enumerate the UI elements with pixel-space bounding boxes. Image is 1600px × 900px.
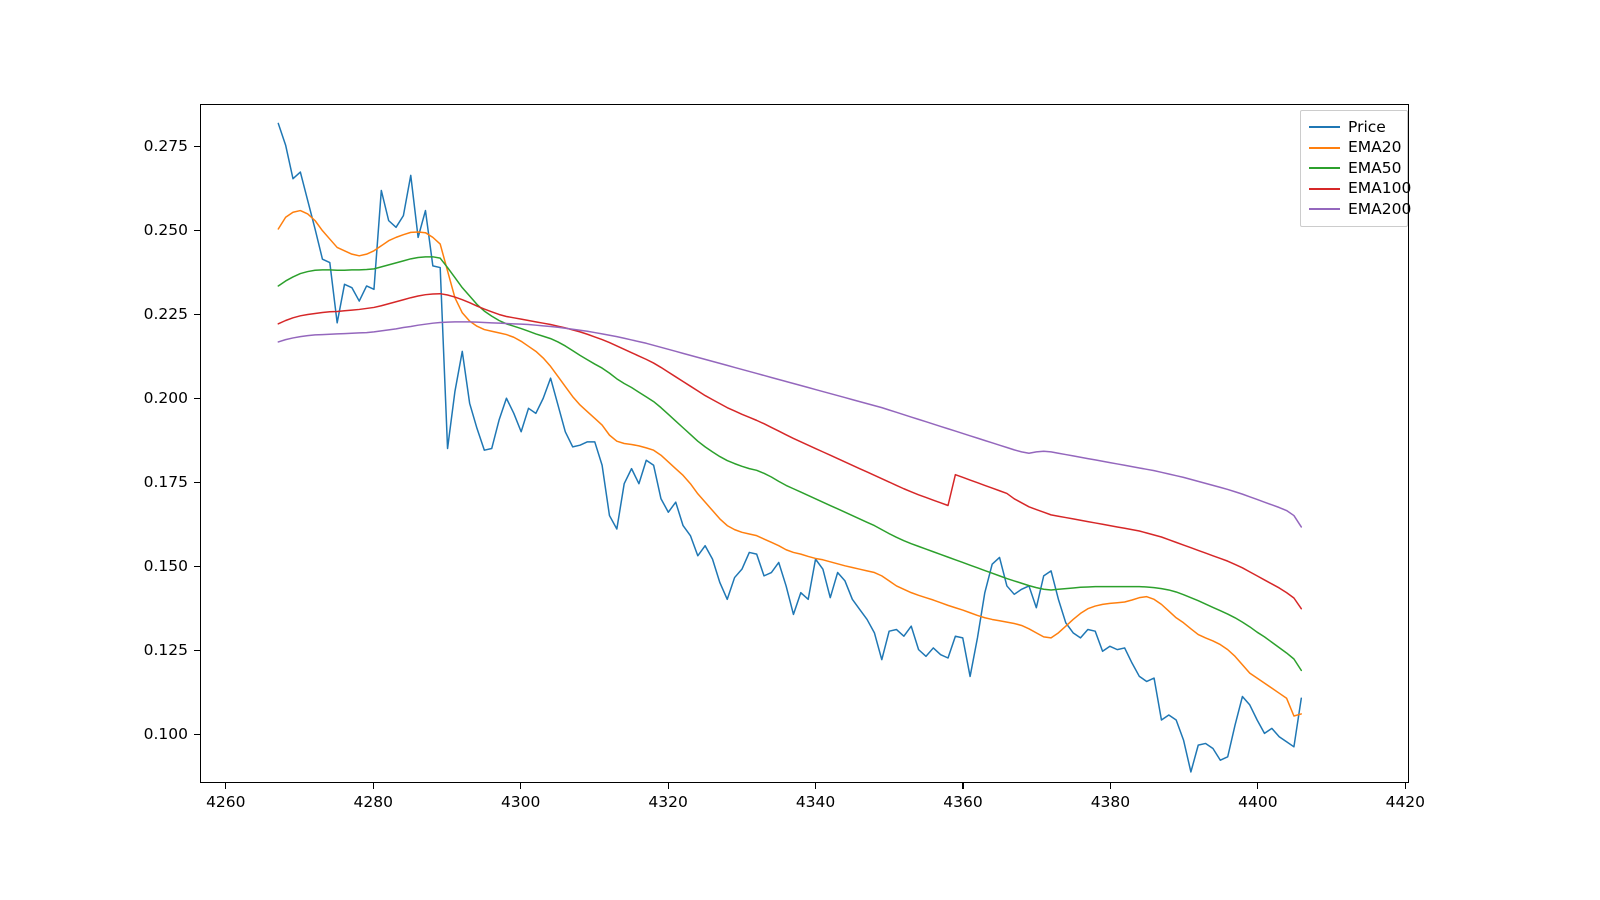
legend-item-ema20: EMA20 xyxy=(1309,138,1402,159)
x-tick-mark xyxy=(667,783,669,789)
y-tick-label: 0.125 xyxy=(143,641,188,660)
legend-color-swatch xyxy=(1309,126,1340,129)
y-tick-label: 0.250 xyxy=(143,221,188,240)
y-tick-mark xyxy=(194,649,200,651)
y-tick-label: 0.100 xyxy=(143,725,188,744)
series-line-ema200 xyxy=(278,322,1301,527)
y-tick-mark xyxy=(194,733,200,735)
legend-label: Price xyxy=(1348,117,1386,136)
y-tick-mark xyxy=(194,229,200,231)
legend-label: EMA20 xyxy=(1348,138,1402,156)
x-tick-mark xyxy=(815,783,817,789)
legend-color-swatch xyxy=(1309,187,1340,190)
legend-label: EMA100 xyxy=(1348,179,1412,197)
x-tick-label: 4260 xyxy=(206,793,246,811)
y-tick-label: 0.200 xyxy=(143,389,188,408)
y-tick-label: 0.150 xyxy=(143,557,188,576)
y-tick-mark xyxy=(194,481,200,483)
plot-area xyxy=(200,104,1409,783)
x-tick-label: 4340 xyxy=(795,793,836,811)
x-tick-label: 4300 xyxy=(500,793,541,811)
x-tick-label: 4280 xyxy=(353,793,393,811)
y-tick-mark xyxy=(194,397,200,399)
x-tick-label: 4380 xyxy=(1090,793,1131,811)
x-tick-mark xyxy=(1109,783,1112,789)
x-tick-mark xyxy=(962,783,964,789)
y-tick-mark xyxy=(194,565,200,567)
x-tick-label: 4420 xyxy=(1385,793,1426,811)
y-tick-mark xyxy=(194,145,200,147)
x-tick-mark xyxy=(1257,783,1259,789)
y-tick-label: 0.275 xyxy=(143,137,188,156)
legend-item-price: Price xyxy=(1309,117,1399,138)
x-tick-mark xyxy=(372,783,374,789)
chart-lines-svg xyxy=(201,105,1408,782)
legend-color-swatch xyxy=(1309,208,1340,211)
series-line-ema50 xyxy=(278,257,1301,671)
y-tick-label: 0.175 xyxy=(143,473,188,492)
series-line-ema20 xyxy=(278,211,1301,716)
y-tick-label: 0.225 xyxy=(143,305,188,324)
x-tick-mark xyxy=(520,783,522,789)
series-line-price xyxy=(278,123,1301,772)
y-tick-mark xyxy=(194,313,200,315)
series-line-ema100 xyxy=(278,294,1301,609)
x-tick-mark xyxy=(1404,783,1406,789)
legend-color-swatch xyxy=(1309,167,1340,170)
legend-label: EMA200 xyxy=(1348,199,1412,218)
x-tick-mark xyxy=(225,783,227,789)
legend-label: EMA50 xyxy=(1348,158,1402,177)
legend-color-swatch xyxy=(1309,146,1340,149)
x-tick-label: 4400 xyxy=(1238,793,1278,811)
legend-item-ema50: EMA50 xyxy=(1309,158,1402,179)
chart-legend: Price EMA20 EMA50 EMA100 EMA200 xyxy=(1300,110,1411,227)
x-tick-label: 4320 xyxy=(648,793,688,811)
legend-item-ema100: EMA100 xyxy=(1309,179,1411,200)
x-tick-label: 4360 xyxy=(943,793,983,811)
legend-item-ema200: EMA200 xyxy=(1309,199,1411,220)
